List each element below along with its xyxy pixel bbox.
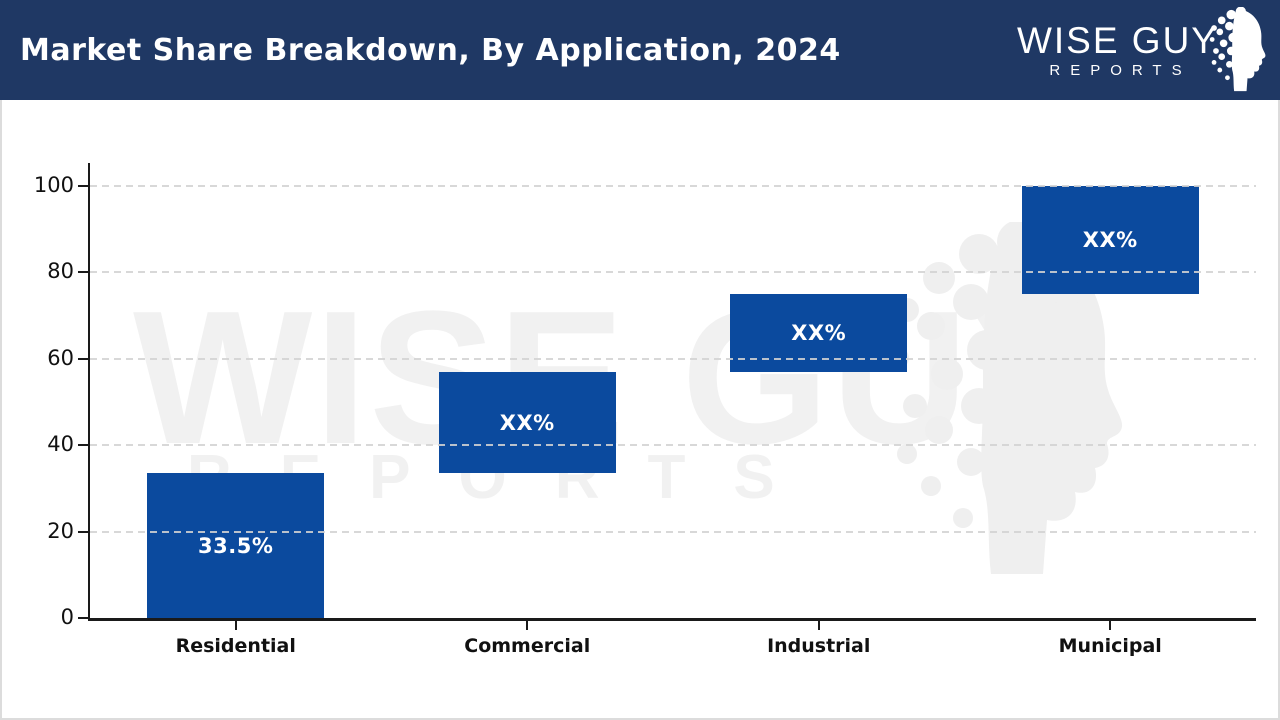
y-tick-label: 60 <box>47 345 74 370</box>
x-tick-label-municipal: Municipal <box>1058 635 1162 657</box>
dotted-head-icon <box>1209 7 1266 92</box>
gridline-40 <box>90 444 1256 447</box>
y-axis-line <box>88 163 90 621</box>
bar-municipal: XX% <box>1021 186 1199 294</box>
y-tick-mark <box>78 444 88 447</box>
gridline-60 <box>90 357 1256 360</box>
y-tick-label: 20 <box>47 518 74 543</box>
page-title: Market Share Breakdown, By Application, … <box>20 32 841 68</box>
gridline-80 <box>90 271 1256 274</box>
gridline-20 <box>90 530 1256 533</box>
y-tick-label: 0 <box>60 605 74 629</box>
bar-value-label: 33.5% <box>198 533 274 558</box>
header: Market Share Breakdown, By Application, … <box>0 0 1280 100</box>
x-tick-label-commercial: Commercial <box>464 635 591 657</box>
bar-industrial: XX% <box>730 294 908 372</box>
x-tick-mark <box>526 621 529 630</box>
y-tick-mark <box>78 530 88 533</box>
y-tick-label: 40 <box>47 432 74 457</box>
y-tick-mark <box>78 271 88 274</box>
x-tick-label-industrial: Industrial <box>767 635 871 657</box>
y-tick-mark <box>78 617 88 619</box>
gridline-100 <box>90 185 1256 187</box>
bar-value-label: XX% <box>499 410 555 435</box>
bar-commercial: XX% <box>438 371 616 474</box>
x-tick-mark <box>1109 621 1112 630</box>
x-tick-mark <box>817 621 820 630</box>
x-tick-mark <box>234 621 237 630</box>
y-tick-mark <box>78 185 88 187</box>
brand-logo-text: WISE GUY REPORTS <box>1017 22 1218 78</box>
axes: 33.5% XX% XX% XX% 0 20 40 60 80 100 Residential Co… <box>34 163 1256 657</box>
bar-value-label: XX% <box>1082 228 1138 252</box>
x-tick-label-residential: Residential <box>175 635 296 657</box>
bar-value-label: XX% <box>791 320 847 345</box>
brand-name: WISE GUY <box>1016 20 1218 61</box>
y-tick-mark <box>78 357 88 360</box>
y-tick-label: 100 <box>33 173 74 197</box>
brand-subname: REPORTS <box>1049 62 1192 79</box>
plot-area: 33.5% XX% XX% XX% <box>90 185 1256 618</box>
x-axis-line <box>88 618 1256 621</box>
bar-residential: 33.5% <box>147 473 325 618</box>
brand-logo: WISE GUY REPORTS <box>1017 7 1270 93</box>
y-tick-label: 80 <box>47 259 74 284</box>
